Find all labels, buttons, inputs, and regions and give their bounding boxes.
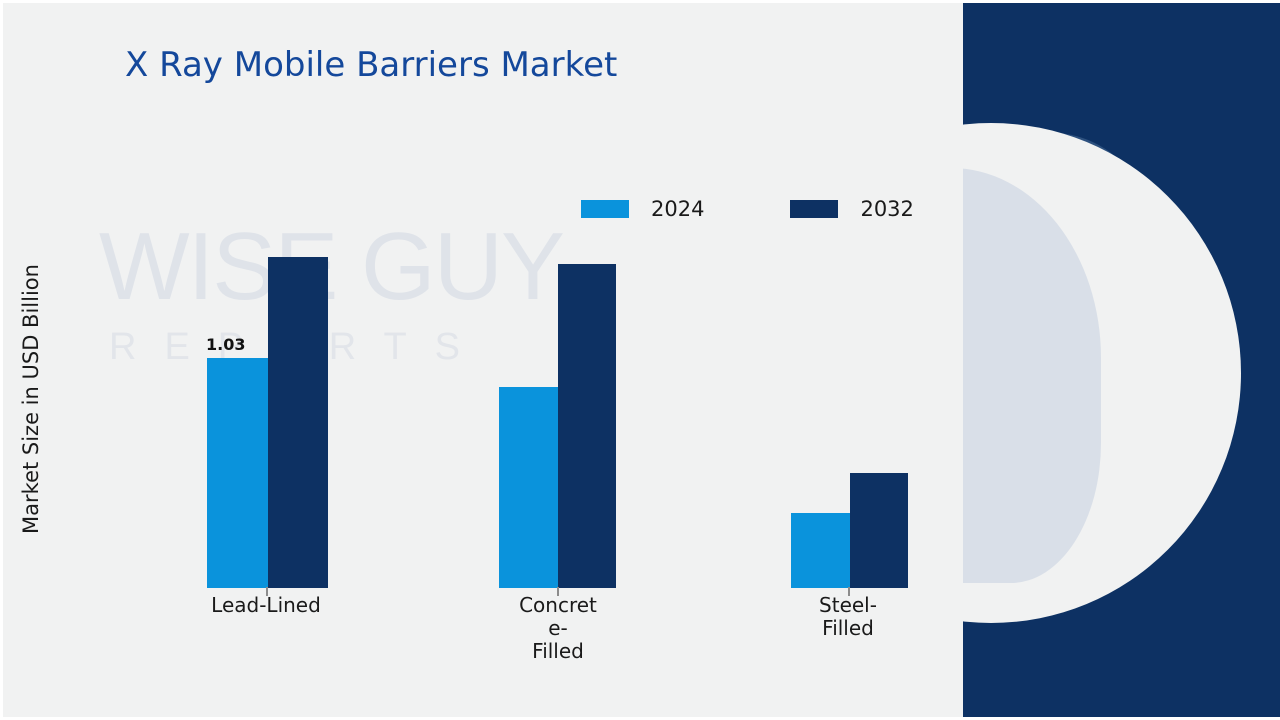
- axis-tick-lead-lined: [266, 587, 268, 596]
- chart-plot-area: Market Size in USD Billion 2024 2032 1.0…: [3, 3, 963, 717]
- bar-value-label-lead-lined-2024: 1.03: [206, 335, 246, 354]
- chart-legend: 2024 2032: [581, 197, 914, 221]
- legend-label-2024: 2024: [651, 197, 705, 221]
- axis-tick-concrete-filled: [557, 587, 559, 596]
- cat-label-line: Concret: [519, 593, 597, 617]
- x-axis-label-lead-lined: Lead-Lined: [186, 594, 346, 617]
- legend-item-2024[interactable]: 2024: [581, 197, 790, 221]
- bar-2024-lead-lined[interactable]: 1.03: [206, 335, 268, 588]
- bar-group-steel-filled: [791, 473, 908, 588]
- bar-group-lead-lined: 1.03: [206, 257, 328, 588]
- cat-label-line: Lead-Lined: [211, 593, 321, 617]
- bar-2032-steel-filled[interactable]: [850, 473, 908, 588]
- cat-label-line: Filled: [822, 616, 874, 640]
- x-axis-label-concrete-filled: Concret e- Filled: [497, 594, 619, 663]
- bar-2024-concrete-filled[interactable]: [499, 387, 558, 588]
- legend-swatch-2032: [790, 200, 839, 218]
- cat-label-line: Steel-: [819, 593, 877, 617]
- bar-2024-steel-filled[interactable]: [791, 513, 850, 588]
- circle-inner-head-shape: [963, 168, 1101, 583]
- cat-label-line: e-: [548, 616, 568, 640]
- legend-item-2032[interactable]: 2032: [790, 197, 914, 221]
- bar-2032-concrete-filled[interactable]: [558, 264, 616, 588]
- legend-label-2032: 2032: [860, 197, 914, 221]
- legend-swatch-2024: [581, 200, 629, 218]
- bar-2032-lead-lined[interactable]: [268, 257, 328, 588]
- axis-tick-steel-filled: [848, 587, 850, 596]
- branding-panel: WISE GUY REPORTS: [963, 3, 1280, 717]
- y-axis-label: Market Size in USD Billion: [19, 264, 43, 534]
- cat-label-line: Filled: [532, 639, 584, 663]
- page-title: X Ray Mobile Barriers Market: [125, 45, 618, 85]
- bar-group-concrete-filled: [499, 264, 616, 588]
- x-axis-label-steel-filled: Steel- Filled: [788, 594, 908, 640]
- decorative-circle: [963, 123, 1241, 623]
